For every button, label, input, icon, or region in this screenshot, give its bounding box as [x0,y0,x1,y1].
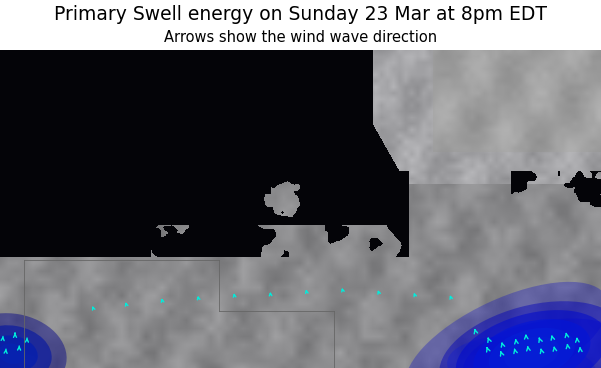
Ellipse shape [524,348,540,359]
Ellipse shape [439,301,601,368]
Text: Primary Swell energy on Sunday 23 Mar at 8pm EDT: Primary Swell energy on Sunday 23 Mar at… [54,6,547,25]
Ellipse shape [504,337,560,368]
Text: Arrows show the wind wave direction: Arrows show the wind wave direction [164,30,437,45]
Ellipse shape [406,282,601,368]
Ellipse shape [0,335,38,368]
Ellipse shape [0,313,67,368]
Ellipse shape [447,336,597,368]
Ellipse shape [0,325,52,368]
Ellipse shape [0,344,26,364]
Ellipse shape [463,318,601,368]
Ellipse shape [516,344,548,363]
Ellipse shape [489,328,575,368]
Ellipse shape [474,319,590,368]
Ellipse shape [456,310,601,368]
